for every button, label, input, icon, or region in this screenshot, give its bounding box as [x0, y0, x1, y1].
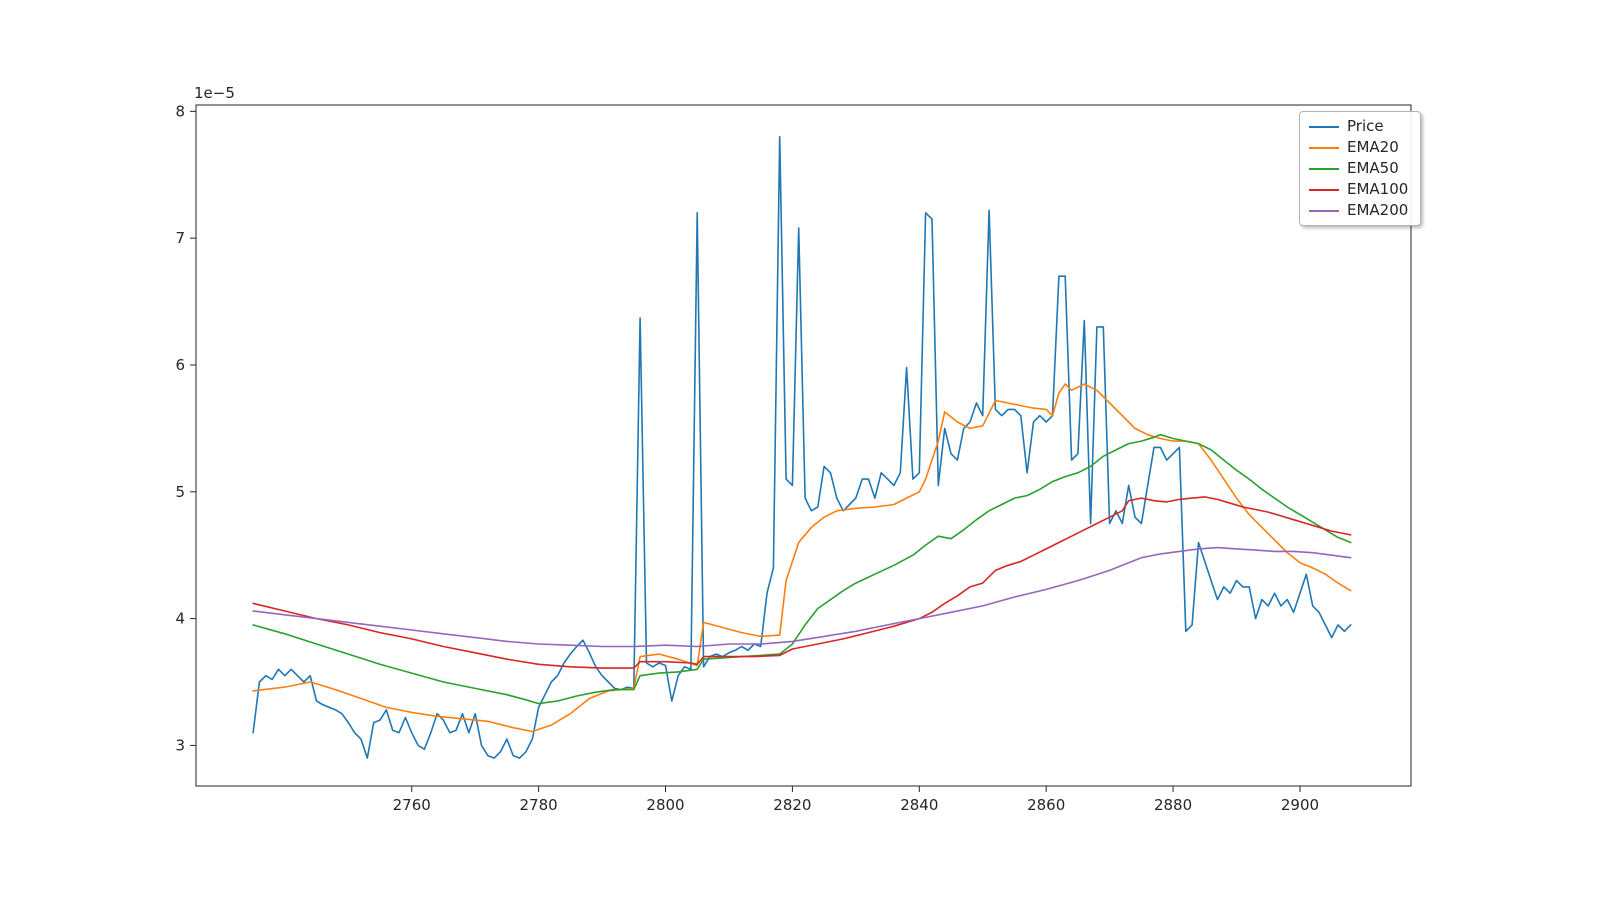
x-tick-label: 2900 — [1281, 796, 1319, 814]
legend-label: Price — [1347, 117, 1384, 135]
y-tick-label: 6 — [175, 356, 185, 374]
x-tick-label: 2880 — [1154, 796, 1192, 814]
axes-frame — [195, 104, 1412, 787]
y-tick-label: 3 — [175, 736, 185, 754]
legend-line-sample — [1309, 188, 1339, 191]
legend-line-sample — [1309, 167, 1339, 170]
y-tick-label: 7 — [175, 229, 185, 247]
legend-line-sample — [1309, 125, 1339, 128]
legend-entry-ema100: EMA100 — [1309, 182, 1408, 197]
x-tick-label: 2780 — [520, 796, 558, 814]
legend-line-sample — [1309, 146, 1339, 149]
series-line-ema50 — [252, 433, 1352, 705]
legend-label: EMA200 — [1347, 201, 1409, 219]
x-tick-label: 2800 — [646, 796, 684, 814]
y-axis-offset-label: 1e−5 — [194, 84, 235, 102]
y-tick-label: 4 — [175, 610, 185, 628]
legend-entry-ema20: EMA20 — [1309, 140, 1408, 155]
y-tick-label: 5 — [175, 483, 185, 501]
legend-label: EMA50 — [1347, 159, 1399, 177]
series-line-ema100 — [252, 496, 1352, 669]
series-line-ema200 — [252, 546, 1352, 648]
legend-entry-ema200: EMA200 — [1309, 203, 1408, 218]
legend-label: EMA20 — [1347, 138, 1399, 156]
legend-entry-price: Price — [1309, 119, 1408, 134]
legend-line-sample — [1309, 209, 1339, 212]
x-tick-label: 2840 — [900, 796, 938, 814]
y-tick-label: 8 — [175, 102, 185, 120]
legend: Price EMA20 EMA50 EMA100 EMA200 — [1299, 111, 1422, 226]
x-tick-label: 2860 — [1027, 796, 1065, 814]
legend-label: EMA100 — [1347, 180, 1409, 198]
legend-entry-ema50: EMA50 — [1309, 161, 1408, 176]
x-tick-label: 2760 — [393, 796, 431, 814]
x-tick-label: 2820 — [773, 796, 811, 814]
